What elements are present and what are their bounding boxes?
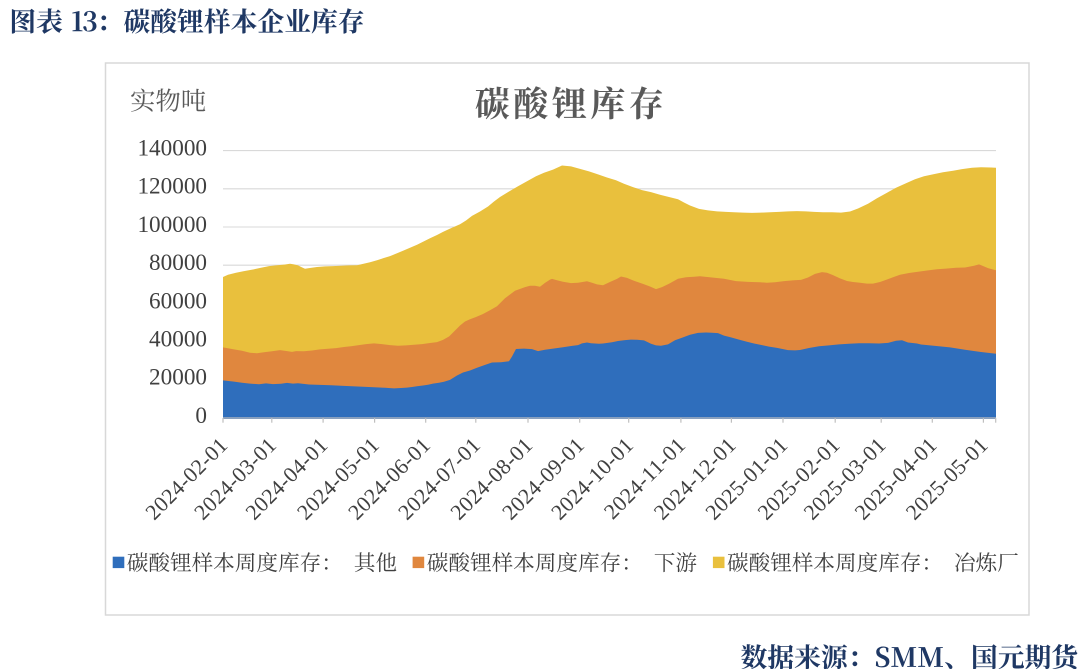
svg-text:140000: 140000 (137, 136, 207, 162)
svg-text:40000: 40000 (149, 327, 207, 353)
svg-text:60000: 60000 (149, 288, 207, 314)
svg-text:0: 0 (195, 403, 207, 429)
svg-text:80000: 80000 (149, 250, 207, 276)
svg-text:100000: 100000 (137, 212, 207, 238)
svg-text:120000: 120000 (137, 174, 207, 200)
svg-text:20000: 20000 (149, 365, 207, 391)
